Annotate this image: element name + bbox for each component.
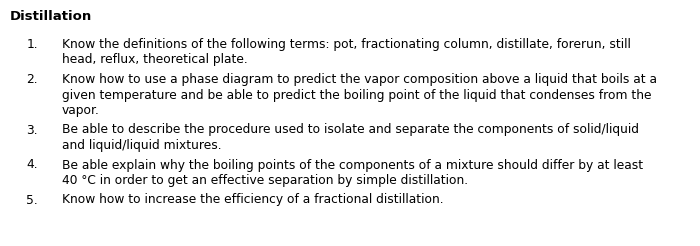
Text: Know the definitions of the following terms: pot, fractionating column, distilla: Know the definitions of the following te… xyxy=(62,38,631,51)
Text: Distillation: Distillation xyxy=(10,10,92,23)
Text: head, reflux, theoretical plate.: head, reflux, theoretical plate. xyxy=(62,53,248,66)
Text: 3.: 3. xyxy=(27,123,38,137)
Text: 40 °C in order to get an effective separation by simple distillation.: 40 °C in order to get an effective separ… xyxy=(62,174,468,187)
Text: 1.: 1. xyxy=(27,38,38,51)
Text: 2.: 2. xyxy=(27,73,38,86)
Text: Know how to increase the efficiency of a fractional distillation.: Know how to increase the efficiency of a… xyxy=(62,194,444,206)
Text: Be able explain why the boiling points of the components of a mixture should dif: Be able explain why the boiling points o… xyxy=(62,158,643,171)
Text: 5.: 5. xyxy=(27,194,38,206)
Text: 4.: 4. xyxy=(27,158,38,171)
Text: given temperature and be able to predict the boiling point of the liquid that co: given temperature and be able to predict… xyxy=(62,89,652,102)
Text: and liquid/liquid mixtures.: and liquid/liquid mixtures. xyxy=(62,139,222,152)
Text: Know how to use a phase diagram to predict the vapor composition above a liquid : Know how to use a phase diagram to predi… xyxy=(62,73,657,86)
Text: vapor.: vapor. xyxy=(62,104,100,117)
Text: Be able to describe the procedure used to isolate and separate the components of: Be able to describe the procedure used t… xyxy=(62,123,639,137)
